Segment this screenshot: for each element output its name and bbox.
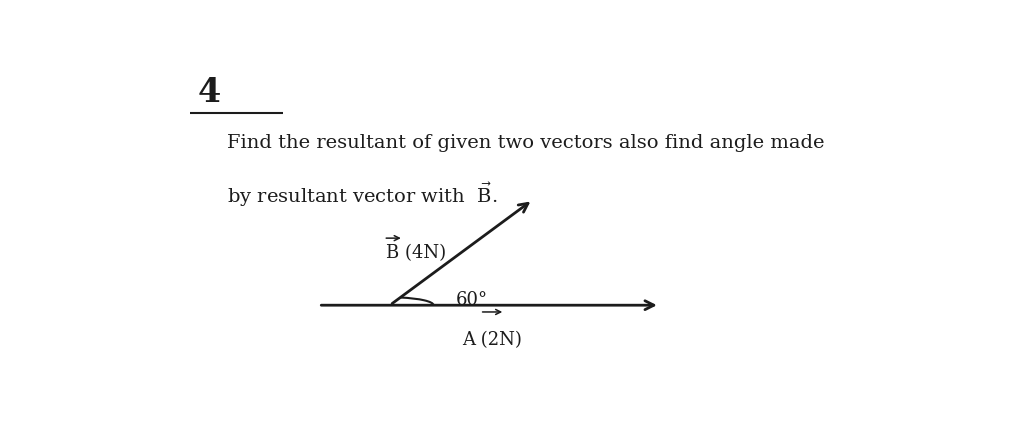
Text: Find the resultant of given two vectors also find angle made: Find the resultant of given two vectors … xyxy=(227,134,824,152)
Text: 60°: 60° xyxy=(456,290,487,308)
Text: A (2N): A (2N) xyxy=(463,331,522,349)
Text: by resultant vector with  $\vec{\mathregular{B}}$.: by resultant vector with $\vec{\mathregu… xyxy=(227,181,498,209)
Text: 4: 4 xyxy=(198,76,221,109)
Text: B (4N): B (4N) xyxy=(386,243,446,261)
